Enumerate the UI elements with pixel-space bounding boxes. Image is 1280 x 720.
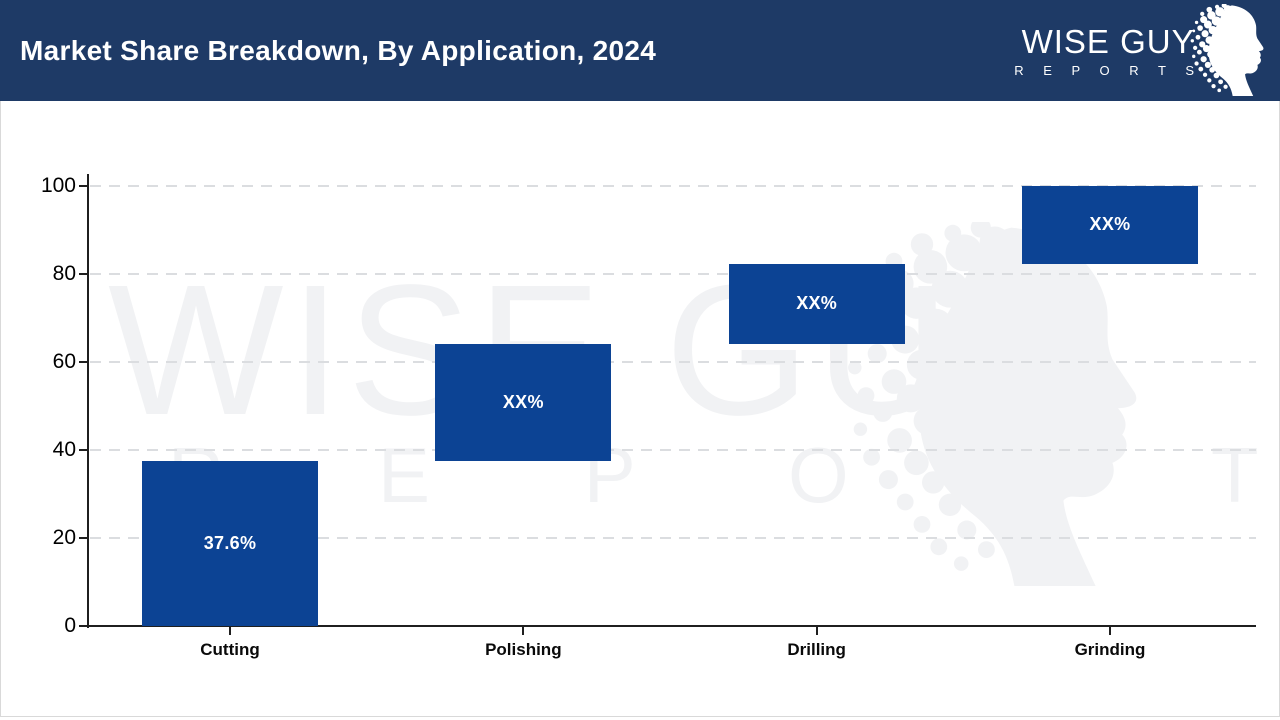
bar-value-label-cutting: 37.6% [203, 532, 257, 553]
y-tick-label-20: 20 [52, 526, 76, 549]
page-title: Market Share Breakdown, By Application, … [20, 34, 657, 66]
y-tick-label-80: 80 [52, 262, 76, 285]
x-axis-line [86, 625, 1256, 627]
wiseguy-logo-text-block: WISE GUY R E P O R T S [1014, 23, 1202, 78]
y-tick-label-0: 0 [64, 614, 76, 637]
chart-area: 0 20 40 60 80 100 37.6% Cutting XX% Polishing XX% D… [0, 101, 1280, 716]
bar-value-label-polishing: XX% [502, 391, 544, 412]
y-tick-mark-80 [79, 273, 87, 275]
x-tick-mark-cutting [229, 627, 231, 635]
gridline-60 [90, 361, 1256, 363]
wiseguy-head-icon [1190, 4, 1264, 96]
y-tick-mark-0 [79, 625, 87, 627]
bar-grinding: XX% [1021, 186, 1198, 264]
bar-drilling: XX% [728, 263, 905, 344]
y-tick-mark-20 [79, 537, 87, 539]
wiseguy-logo-subtitle: R E P O R T S [1014, 62, 1202, 78]
wiseguy-logo: WISE GUY R E P O R T S [1014, 4, 1266, 96]
y-tick-mark-40 [79, 449, 87, 451]
wiseguy-logo-name: WISE GUY [1021, 22, 1195, 60]
bar-polishing: XX% [435, 343, 612, 461]
x-axis-label-cutting: Cutting [200, 640, 260, 659]
y-tick-mark-60 [79, 361, 87, 363]
gridline-40 [90, 449, 1256, 451]
y-tick-mark-100 [79, 185, 87, 187]
bar-value-label-drilling: XX% [796, 293, 838, 314]
gridline-20 [90, 537, 1256, 539]
bar-cutting: 37.6% [142, 460, 318, 626]
y-tick-label-40: 40 [52, 438, 76, 461]
gridline-80 [90, 273, 1256, 275]
x-tick-mark-polishing [522, 627, 525, 635]
gridline-100 [90, 185, 1256, 187]
x-axis-label-drilling: Drilling [787, 640, 846, 659]
y-tick-label-60: 60 [52, 350, 76, 373]
x-tick-mark-drilling [815, 627, 818, 635]
x-axis-label-polishing: Polishing [485, 640, 562, 659]
y-tick-label-100: 100 [40, 174, 76, 197]
header: Market Share Breakdown, By Application, … [0, 0, 1280, 101]
y-axis-line [87, 174, 89, 628]
x-axis-label-grinding: Grinding [1074, 640, 1146, 659]
bar-value-label-grinding: XX% [1089, 214, 1131, 235]
x-tick-mark-grinding [1108, 627, 1111, 635]
